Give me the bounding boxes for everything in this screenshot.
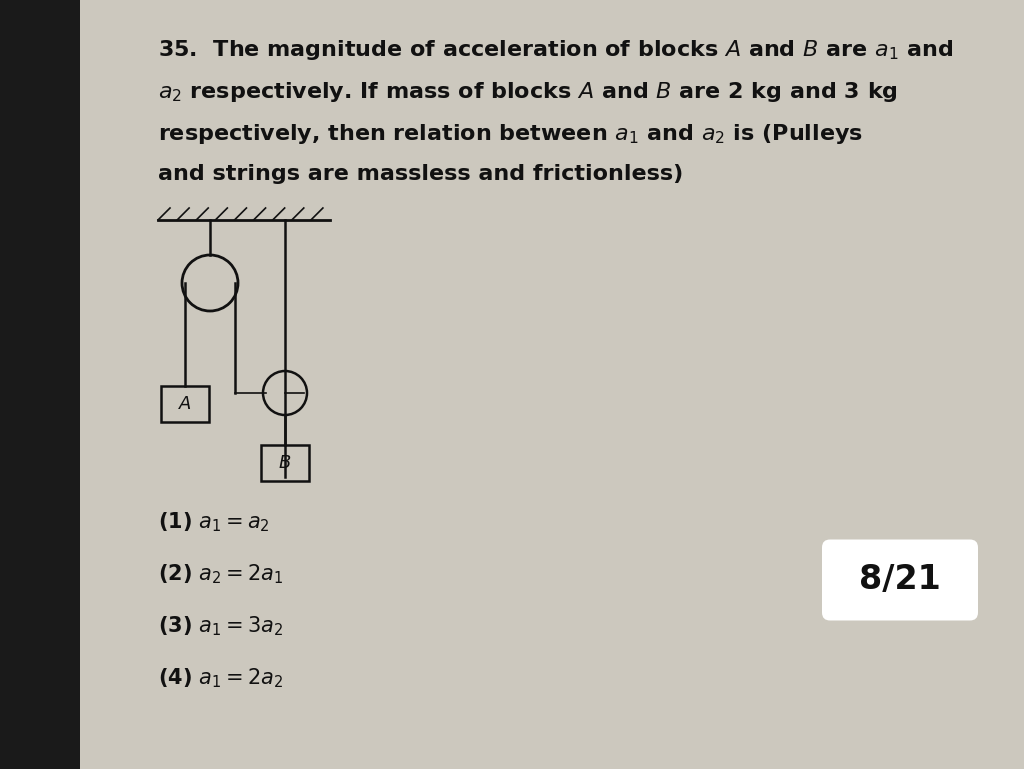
Text: 8/21: 8/21 bbox=[859, 564, 941, 597]
Text: (3) $a_1 = 3a_2$: (3) $a_1 = 3a_2$ bbox=[158, 614, 283, 638]
Text: (1) $a_1 = a_2$: (1) $a_1 = a_2$ bbox=[158, 510, 270, 534]
Bar bbox=[0, 0, 80, 769]
Text: (2) $a_2 = 2a_1$: (2) $a_2 = 2a_1$ bbox=[158, 562, 283, 586]
Text: and strings are massless and frictionless): and strings are massless and frictionles… bbox=[158, 164, 683, 184]
Text: $a_2$ respectively. If mass of blocks $A$ and $B$ are 2 kg and 3 kg: $a_2$ respectively. If mass of blocks $A… bbox=[158, 80, 898, 104]
Text: 35.  The magnitude of acceleration of blocks $A$ and $B$ are $a_1$ and: 35. The magnitude of acceleration of blo… bbox=[158, 38, 953, 62]
Text: respectively, then relation between $a_1$ and $a_2$ is (Pulleys: respectively, then relation between $a_1… bbox=[158, 122, 863, 146]
Bar bbox=[261, 445, 309, 481]
Text: (4) $a_1 = 2a_2$: (4) $a_1 = 2a_2$ bbox=[158, 666, 283, 690]
Bar bbox=[161, 386, 209, 422]
Text: $A$: $A$ bbox=[178, 395, 193, 413]
Text: $B$: $B$ bbox=[279, 454, 292, 472]
FancyBboxPatch shape bbox=[822, 540, 978, 621]
